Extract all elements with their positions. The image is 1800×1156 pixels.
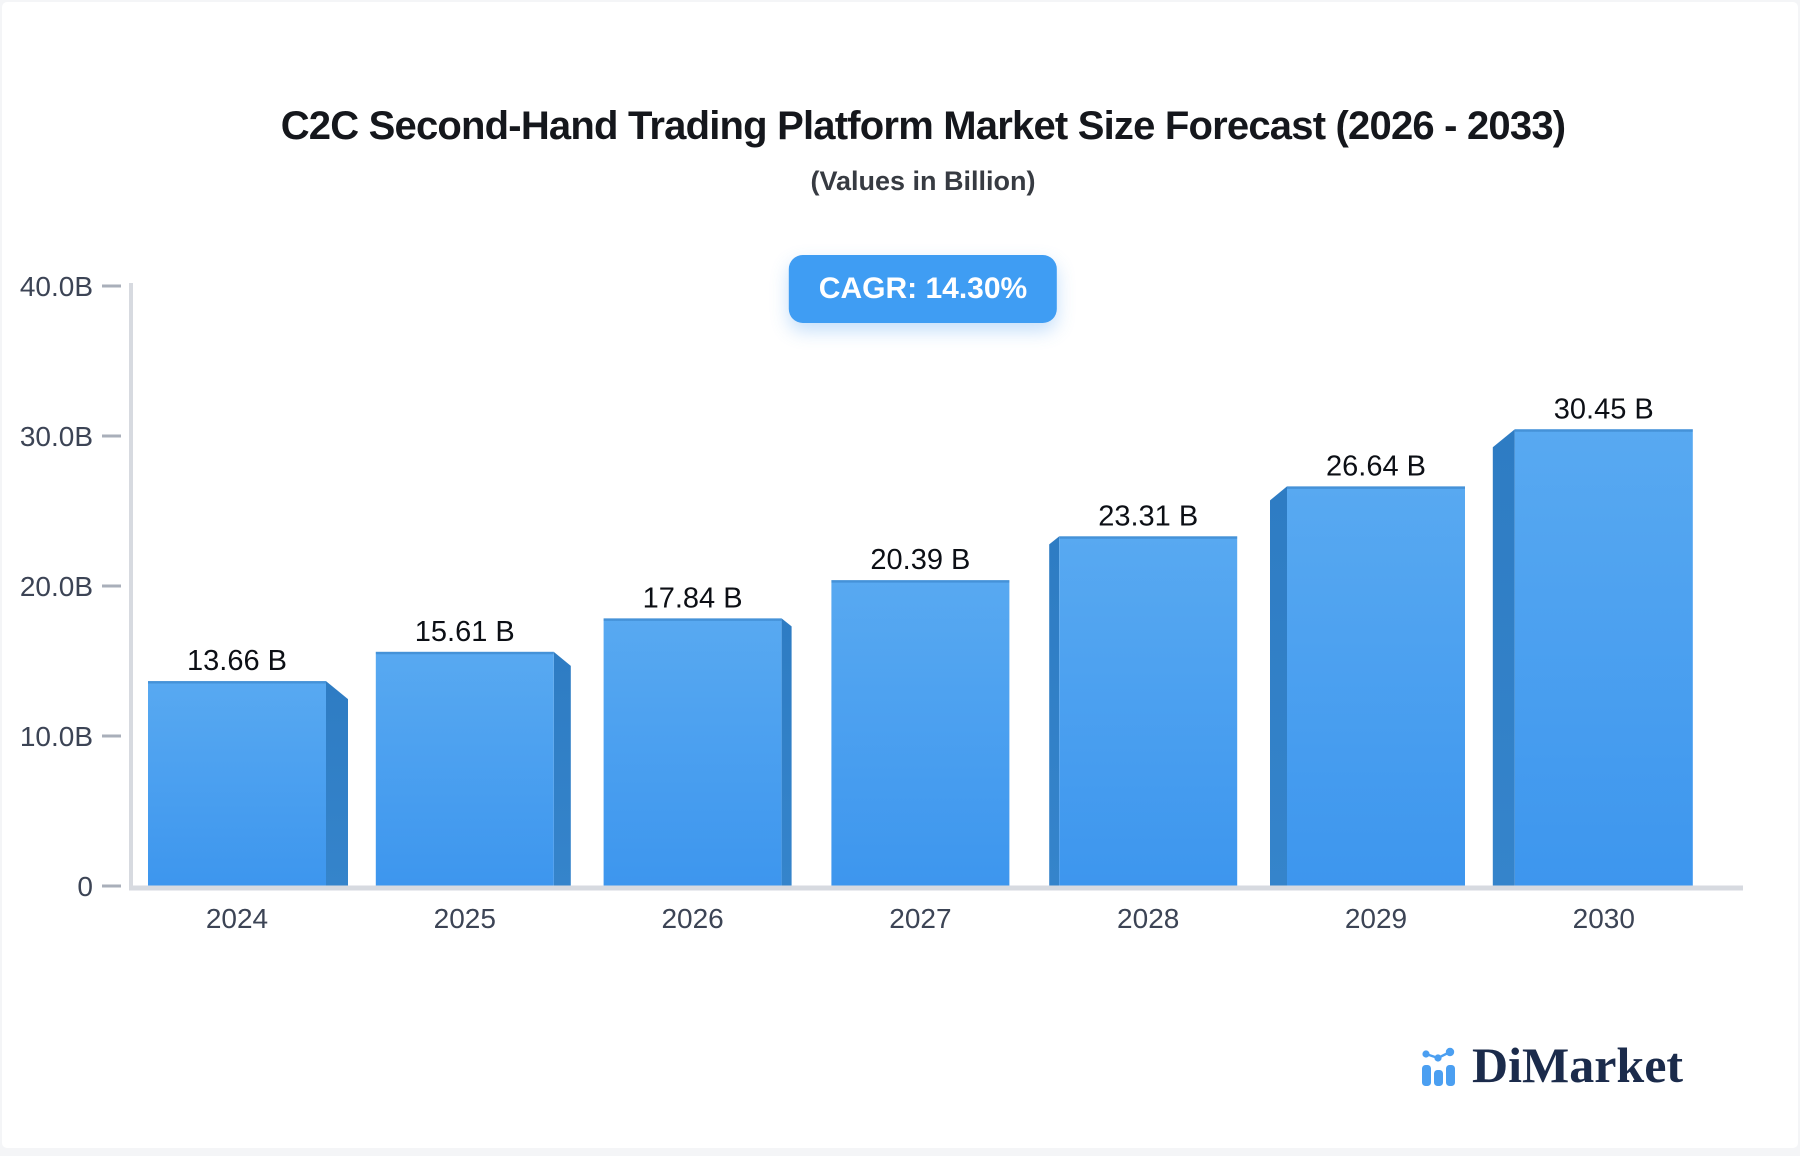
bar-group: 15.61 B 2025 [375,616,571,934]
bar-side-face [781,618,792,886]
bar-group: 20.39 B 2027 [831,544,1010,934]
logo-dot [1434,1054,1442,1062]
chart-subtitle: (Values in Billion) [810,166,1036,196]
bar-group: 30.45 B 2030 [1492,393,1693,934]
bar-group: 17.84 B 2026 [603,582,792,934]
bar-value-label: 23.31 B [1098,500,1198,532]
bar [1059,536,1238,886]
bar-value-label: 15.61 B [415,616,515,648]
y-axis-tick-label: 10.0B [20,721,93,752]
bar-value-label: 13.66 B [187,645,287,677]
x-axis-tick-label: 2027 [889,903,951,934]
bar-group: 13.66 B 2024 [148,645,348,934]
bar [831,580,1010,886]
bar [1287,486,1465,886]
bar-group: 23.31 B 2028 [1049,500,1238,934]
x-axis-tick-label: 2030 [1573,903,1635,934]
bar [1514,429,1693,886]
bar-side-face [553,651,571,886]
bar-value-label: 30.45 B [1554,393,1654,425]
y-axis-tick-label: 40.0B [20,271,93,302]
bar-value-label: 26.64 B [1326,450,1426,482]
x-axis-tick-label: 2026 [661,903,723,934]
logo-bar [1434,1070,1443,1086]
bar-side-face [326,681,348,886]
y-axis-tick-label: 20.0B [20,571,93,602]
logo-dot [1422,1050,1430,1058]
dimarket-logo: DiMarket [1420,1037,1684,1093]
bar-side-face [1049,536,1060,886]
x-axis-tick-label: 2029 [1345,903,1407,934]
x-axis-tick-label: 2024 [206,903,268,934]
bar-side-face [1270,486,1287,886]
bar-chart-logo-icon [1422,1047,1455,1086]
bar [375,651,554,886]
bar-value-label: 17.84 B [643,582,743,614]
bar-value-label: 20.39 B [870,544,970,576]
x-axis-tick-label: 2028 [1117,903,1179,934]
logo-text: DiMarket [1472,1037,1684,1093]
chart-title: C2C Second-Hand Trading Platform Market … [280,104,1566,148]
bar-side-face [1492,429,1515,886]
logo-dot [1445,1047,1455,1057]
y-axis-tick-label: 0 [77,871,93,902]
logo-bar [1446,1065,1455,1086]
bar-group: 26.64 B 2029 [1270,450,1465,934]
logo-bar [1422,1065,1431,1086]
cagr-badge: CAGR: 14.30% [788,255,1058,323]
y-axis-tick-label: 30.0B [20,421,93,452]
bar [603,618,782,886]
bar [148,681,326,886]
x-axis-tick-label: 2025 [434,903,496,934]
